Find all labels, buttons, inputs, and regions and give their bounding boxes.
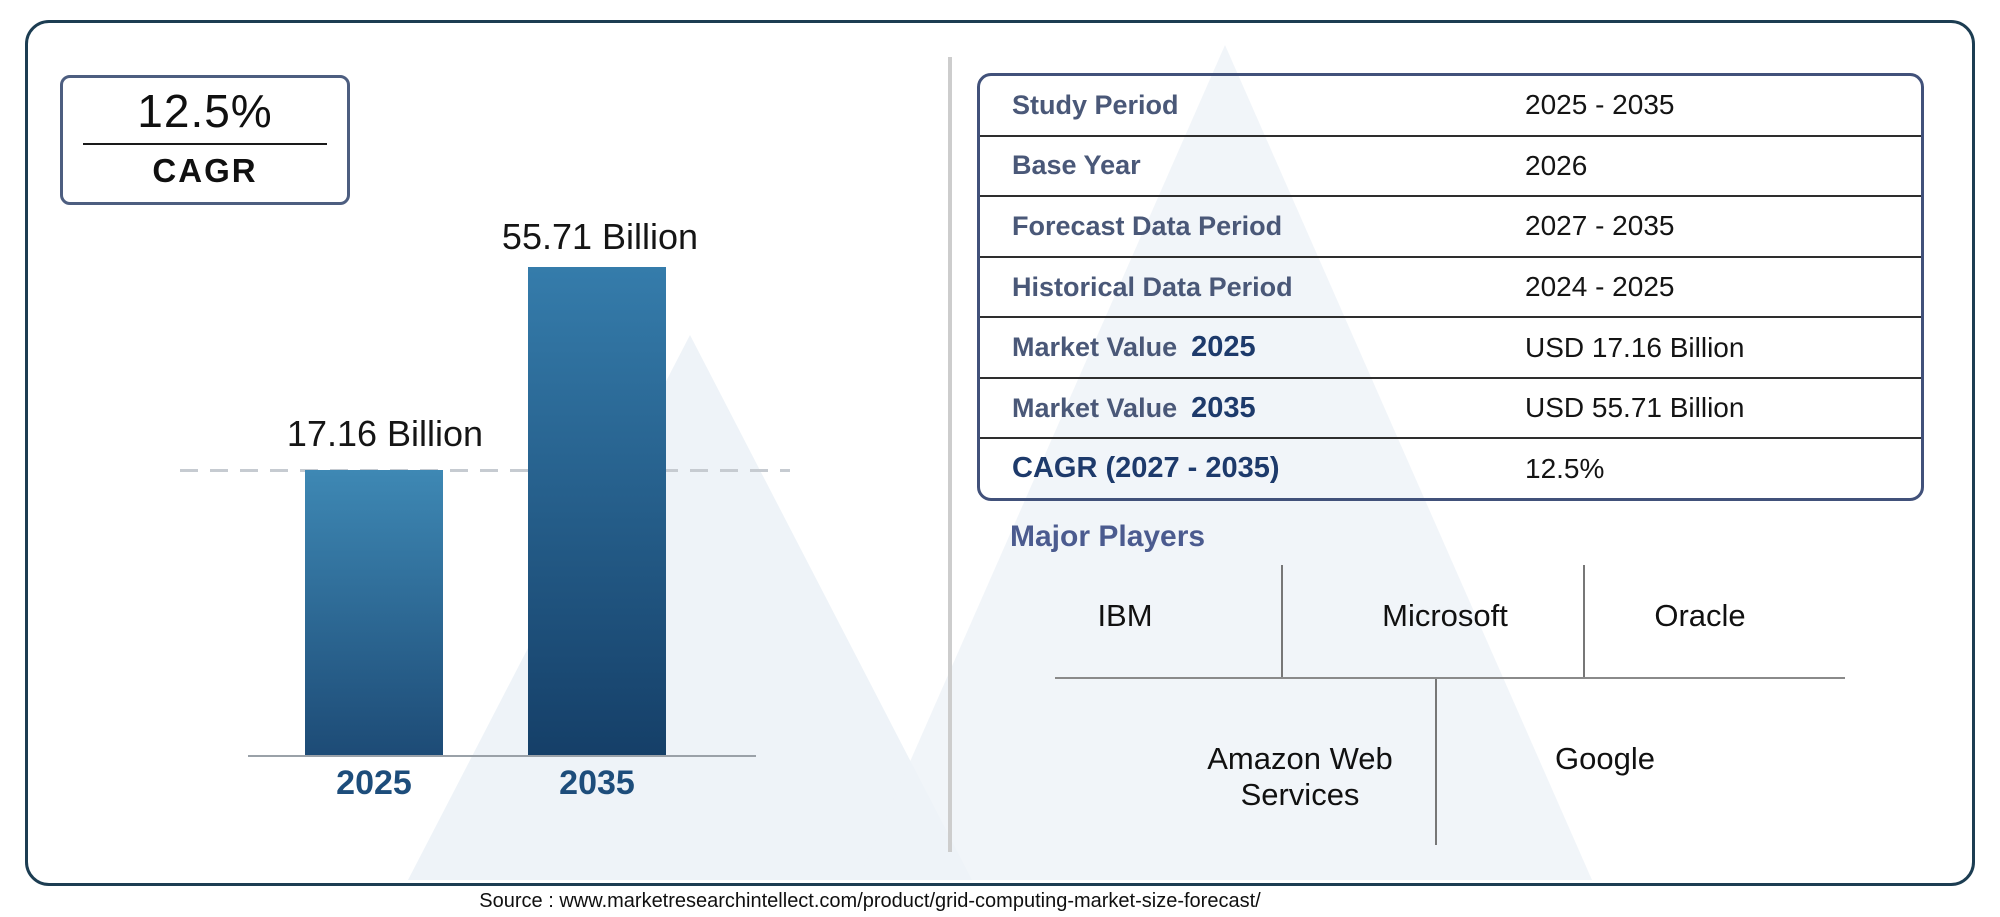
bar-value-label-2025: 17.16 Billion [286, 413, 484, 454]
row-value: 12.5% [1525, 452, 1605, 484]
cagr-box: 12.5% CAGR [60, 75, 350, 205]
panel-divider [948, 57, 952, 852]
bar-value-label-2035: 55.71 Billion [501, 216, 699, 257]
row-label: Market Value [1012, 332, 1178, 363]
player-name-oracle: Oracle [1654, 598, 1746, 633]
table-row: CAGR (2027 - 2035) 12.5% [980, 439, 1921, 498]
table-row: Market Value 2035 USD 55.71 Billion [980, 379, 1921, 440]
players-grid-vline [1435, 679, 1437, 845]
table-row: Forecast Data Period 2027 - 2035 [980, 197, 1921, 258]
table-row: Historical Data Period 2024 - 2025 [980, 258, 1921, 319]
cagr-value: 12.5% [137, 85, 273, 137]
row-value: 2024 - 2025 [1525, 271, 1675, 303]
row-value: USD 55.71 Billion [1525, 392, 1745, 424]
axis-label-2035: 2035 [559, 764, 635, 802]
player-name-ibm: IBM [1097, 598, 1153, 633]
players-grid-hline [1055, 677, 1845, 679]
players-grid-vline [1281, 565, 1283, 678]
row-label: Historical Data Period [1012, 271, 1293, 302]
player-name-microsoft: Microsoft [1382, 598, 1508, 633]
cagr-divider [83, 143, 327, 145]
row-label: Study Period [1012, 89, 1179, 120]
players-grid-vline [1583, 565, 1585, 678]
row-label-year: 2035 [1191, 391, 1256, 424]
chart-baseline [248, 755, 756, 757]
table-row: Base Year 2026 [980, 137, 1921, 198]
row-value: 2025 - 2035 [1525, 89, 1675, 121]
cagr-label: CAGR [152, 152, 258, 189]
player-name-google: Google [1555, 741, 1655, 776]
row-label: Forecast Data Period [1012, 210, 1283, 241]
row-value: 2026 [1525, 149, 1588, 181]
row-label-year: 2025 [1191, 331, 1256, 364]
player-name-amazon-web-services: Amazon Web Services [1207, 741, 1393, 812]
row-label: Base Year [1012, 150, 1141, 181]
source-text: Source : www.marketresearchintellect.com… [479, 890, 1261, 912]
bar-2025 [305, 470, 443, 756]
reference-dashed-line [180, 469, 790, 472]
major-players-heading: Major Players [1010, 520, 1206, 553]
row-label: Market Value [1012, 392, 1178, 423]
table-row: Study Period 2025 - 2035 [980, 76, 1921, 137]
row-value: 2027 - 2035 [1525, 210, 1675, 242]
row-label: CAGR (2027 - 2035) [1012, 452, 1280, 485]
axis-label-2025: 2025 [336, 764, 412, 802]
info-table: Study Period 2025 - 2035 Base Year 2026 … [977, 73, 1924, 501]
table-row: Market Value 2025 USD 17.16 Billion [980, 318, 1921, 379]
row-value: USD 17.16 Billion [1525, 331, 1745, 363]
bar-2035 [528, 267, 666, 756]
